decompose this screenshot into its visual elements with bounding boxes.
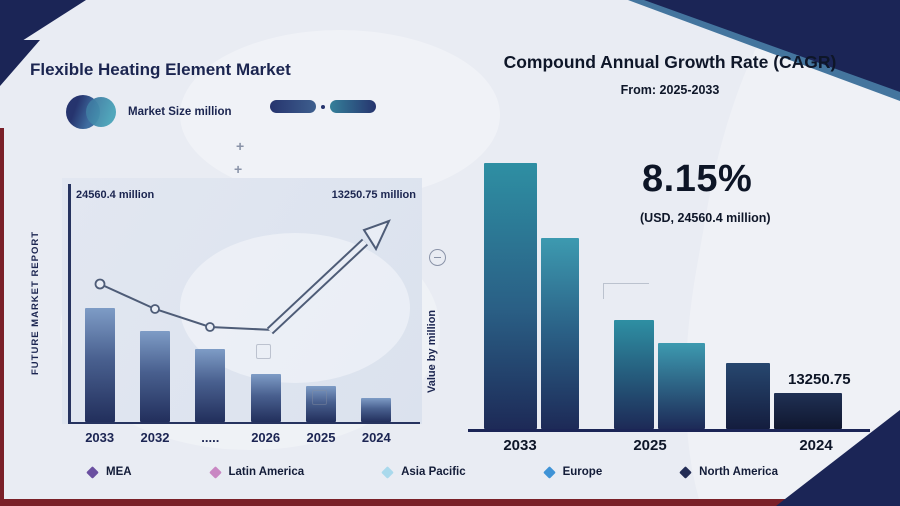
left-chart-title: Flexible Heating Element Market xyxy=(30,60,291,79)
value-axis-label: Value by million xyxy=(426,309,438,393)
diamond-icon xyxy=(86,465,99,479)
legend-item-asia-pacific: Asia Pacific xyxy=(381,465,466,479)
cagr-bar xyxy=(658,343,705,429)
left-bar-2033 xyxy=(84,307,115,422)
diamond-icon xyxy=(542,465,556,479)
legend-label: Latin America xyxy=(228,466,305,478)
bottom-edge-stripe xyxy=(0,499,900,506)
legend-pill-decoration xyxy=(270,100,376,113)
cagr-bar xyxy=(541,238,579,429)
cagr-bar-group-2025 xyxy=(614,320,705,429)
cagr-value: 8.15% xyxy=(642,158,753,200)
diamond-icon xyxy=(381,465,394,479)
left-category-label: ..... xyxy=(201,430,220,445)
cagr-x-axis xyxy=(468,429,870,432)
cagr-note: (USD, 24560.4 million) xyxy=(640,211,771,225)
left-bar-2024 xyxy=(361,397,392,422)
legend-label: North America xyxy=(699,466,778,478)
market-size-legend-label: Market Size million xyxy=(128,106,232,118)
legend-item-europe: Europe xyxy=(542,465,603,479)
cagr-bar xyxy=(774,393,842,429)
left-bar-2025 xyxy=(305,385,336,422)
step-line-decoration xyxy=(603,283,649,299)
diamond-icon xyxy=(679,465,693,479)
region-legend: MEA Latin America Asia Pacific Europe North … xyxy=(86,465,778,479)
left-category-label: 2032 xyxy=(140,430,170,445)
end-value-annotation: 13250.75 million xyxy=(331,189,416,201)
pill-teal-icon xyxy=(330,100,376,113)
left-category-axis: 2033 2032..... 2026 2025 2024 xyxy=(72,430,404,445)
left-bar-2026 xyxy=(250,373,281,422)
cagr-bar-group-2033 xyxy=(484,163,579,429)
cagr-subtitle: From: 2025-2033 xyxy=(620,83,720,97)
cagr-title: Compound Annual Growth Rate (CAGR) xyxy=(503,52,837,72)
left-category-label: 2025 xyxy=(306,430,336,445)
plus-decoration: + xyxy=(234,161,243,177)
diamond-icon xyxy=(208,465,222,479)
left-bar-..... xyxy=(195,348,226,422)
left-edge-stripe xyxy=(0,128,4,506)
market-size-bar-chart: 24560.4 million 13250.75 million xyxy=(62,178,422,424)
cagr-bar-group-2024 xyxy=(726,363,842,429)
cagr-bar xyxy=(726,363,770,429)
legend-item-latin-america: Latin America xyxy=(208,465,305,479)
left-bar-2032 xyxy=(139,330,170,422)
legend-label: Europe xyxy=(562,466,603,478)
cagr-header: Compound Annual Growth Rate (CAGR) From:… xyxy=(455,52,885,97)
cagr-category-2033: 2033 xyxy=(503,437,537,454)
cagr-bar xyxy=(484,163,537,429)
pill-dot-icon xyxy=(321,104,325,109)
legend-item-north-america: North America xyxy=(679,465,778,479)
left-category-label: 2026 xyxy=(251,430,281,445)
cagr-category-2025: 2025 xyxy=(633,437,667,454)
start-value-annotation: 24560.4 million xyxy=(76,189,155,201)
left-bars-container xyxy=(72,222,404,422)
cagr-bar xyxy=(614,320,654,429)
future-market-report-label: FUTURE MARKET REPORT xyxy=(30,230,41,375)
cagr-bars-container xyxy=(470,139,894,429)
left-category-label: 2024 xyxy=(361,430,391,445)
ghost-square-decoration xyxy=(256,344,271,359)
legend-label: Asia Pacific xyxy=(401,466,466,478)
left-category-label: 2033 xyxy=(85,430,115,445)
market-size-legend: Market Size million xyxy=(66,94,232,130)
cagr-end-value-annotation: 13250.75 xyxy=(788,371,851,388)
pill-navy-icon xyxy=(270,100,316,113)
plus-decoration: + xyxy=(236,138,245,154)
gradient-dot-icon xyxy=(66,94,120,130)
legend-item-mea: MEA xyxy=(86,465,132,479)
cagr-category-2024: 2024 xyxy=(799,437,833,454)
circle-dash-icon xyxy=(429,249,446,266)
legend-label: MEA xyxy=(106,466,132,478)
ghost-square-decoration xyxy=(312,390,327,405)
background-blob xyxy=(180,30,500,200)
